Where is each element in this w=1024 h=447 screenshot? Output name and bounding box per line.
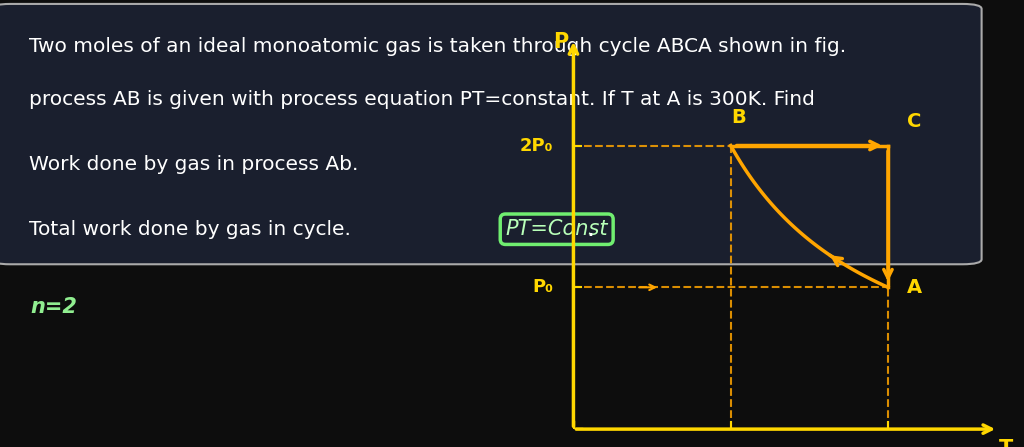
Text: T: T [998,439,1013,447]
Text: PT=Const: PT=Const [506,219,608,239]
FancyBboxPatch shape [0,4,982,264]
Text: Two moles of an ideal monoatomic gas is taken through cycle ABCA shown in fig.: Two moles of an ideal monoatomic gas is … [30,37,847,56]
Text: B: B [731,108,745,127]
Text: process AB is given with process equation PT=constant. If T at A is 300K. Find: process AB is given with process equatio… [30,89,815,109]
Text: A: A [907,278,922,297]
Text: C: C [907,112,922,131]
Text: .: . [587,217,594,241]
Text: n=2: n=2 [31,297,78,317]
Text: Total work done by gas in cycle.: Total work done by gas in cycle. [30,220,351,239]
Text: 2P₀: 2P₀ [519,136,553,155]
Text: Work done by gas in process Ab.: Work done by gas in process Ab. [30,155,358,173]
Text: P: P [553,32,568,52]
Text: P₀: P₀ [532,278,553,296]
